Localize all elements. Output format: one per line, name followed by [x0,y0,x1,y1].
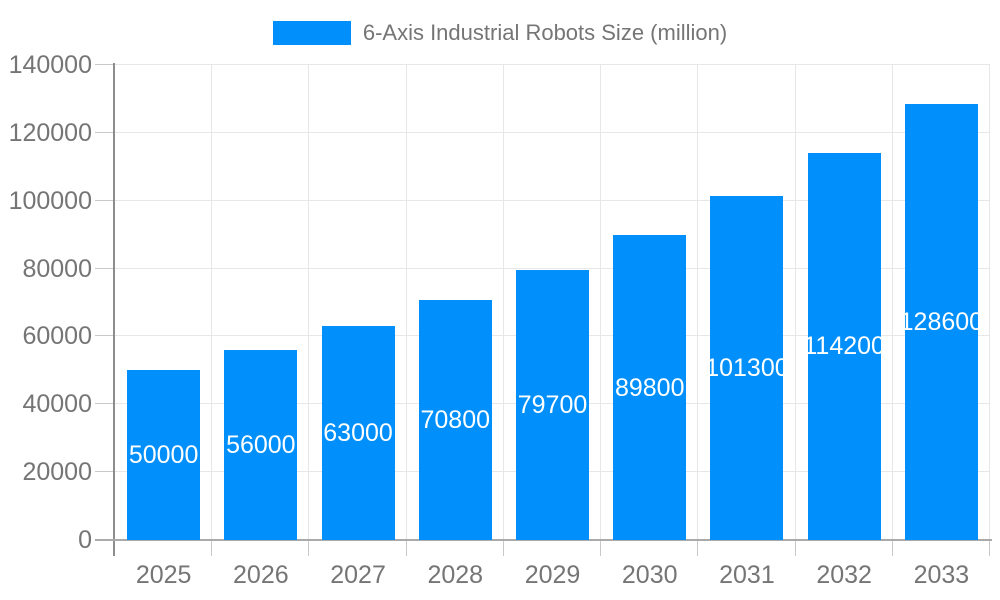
bar[interactable]: 79700 [516,269,589,540]
x-axis-tick-label: 2028 [427,561,484,589]
y-axis-tick-label: 80000 [22,254,92,283]
y-gridline [115,267,990,269]
y-tick [95,335,115,337]
x-gridline [405,65,407,540]
bar[interactable]: 70800 [418,299,492,540]
x-axis-tick-label: 2033 [913,561,970,589]
y-tick [95,199,115,201]
bar-value-label: 79700 [517,390,588,419]
x-axis-tick-label: 2031 [719,561,775,589]
y-axis-tick-label: 60000 [22,322,92,351]
x-gridline [308,65,310,540]
bar[interactable]: 56000 [224,350,298,540]
y-axis-tick-label: 40000 [22,390,92,419]
x-axis-line [95,539,992,541]
x-gridline [600,65,602,540]
x-tick [502,540,504,556]
bar[interactable]: 128600 [900,103,983,540]
legend-label: 6-Axis Industrial Robots Size (million) [362,20,728,45]
y-tick [95,64,115,65]
bar-value-label: 50000 [128,441,199,470]
x-axis-tick-label: 2030 [621,561,678,589]
y-axis-tick-label: 20000 [22,458,92,487]
x-tick [891,540,893,556]
y-axis-tick-label: 120000 [8,118,92,147]
x-gridline [989,65,990,540]
x-tick [989,540,990,556]
y-axis-tick-label: 140000 [8,51,92,79]
x-axis-tick-label: 2027 [330,561,386,589]
y-tick [95,471,115,473]
y-axis-tick-label: 100000 [8,186,92,215]
bar-value-label: 63000 [323,419,393,448]
x-tick [405,540,407,556]
x-tick [600,540,602,556]
bar-value-label: 114200 [803,332,885,361]
y-tick [95,403,115,405]
bar[interactable]: 101300 [705,196,789,540]
x-tick [697,540,699,556]
bar-value-label: 56000 [226,431,296,459]
x-tick [308,540,310,556]
y-axis-tick-label: 0 [78,526,92,554]
bar[interactable]: 89800 [613,235,687,540]
x-gridline [502,65,504,540]
bar-value-label: 89800 [614,373,685,402]
legend-swatch-icon [272,21,351,45]
x-gridline [794,65,796,540]
legend-item[interactable]: 6-Axis Industrial Robots Size (million) [0,20,1000,46]
x-tick [794,540,796,556]
x-axis-tick-label: 2026 [233,561,289,589]
x-axis-tick-label: 2029 [524,561,581,589]
bar-value-label: 101300 [705,354,789,383]
x-gridline [211,65,213,540]
y-gridline [115,131,990,133]
x-gridline [891,65,893,540]
plot-area: 0 20000 40000 60000 80000 100000 120000 140000 5… [9,52,992,588]
y-gridline [115,199,990,201]
y-tick [95,131,115,133]
bar-value-label: 128600 [899,307,984,336]
y-tick [95,267,115,269]
bar[interactable]: 63000 [321,326,395,540]
bar[interactable]: 114200 [803,152,885,540]
bar-value-label: 70800 [420,405,491,434]
bar[interactable]: 50000 [127,370,201,540]
x-axis-tick-label: 2032 [816,561,872,589]
y-axis-line [113,63,115,556]
x-axis-tick-label: 2025 [135,561,192,589]
x-tick [211,540,213,556]
x-gridline [697,65,699,540]
y-gridline [115,64,990,65]
